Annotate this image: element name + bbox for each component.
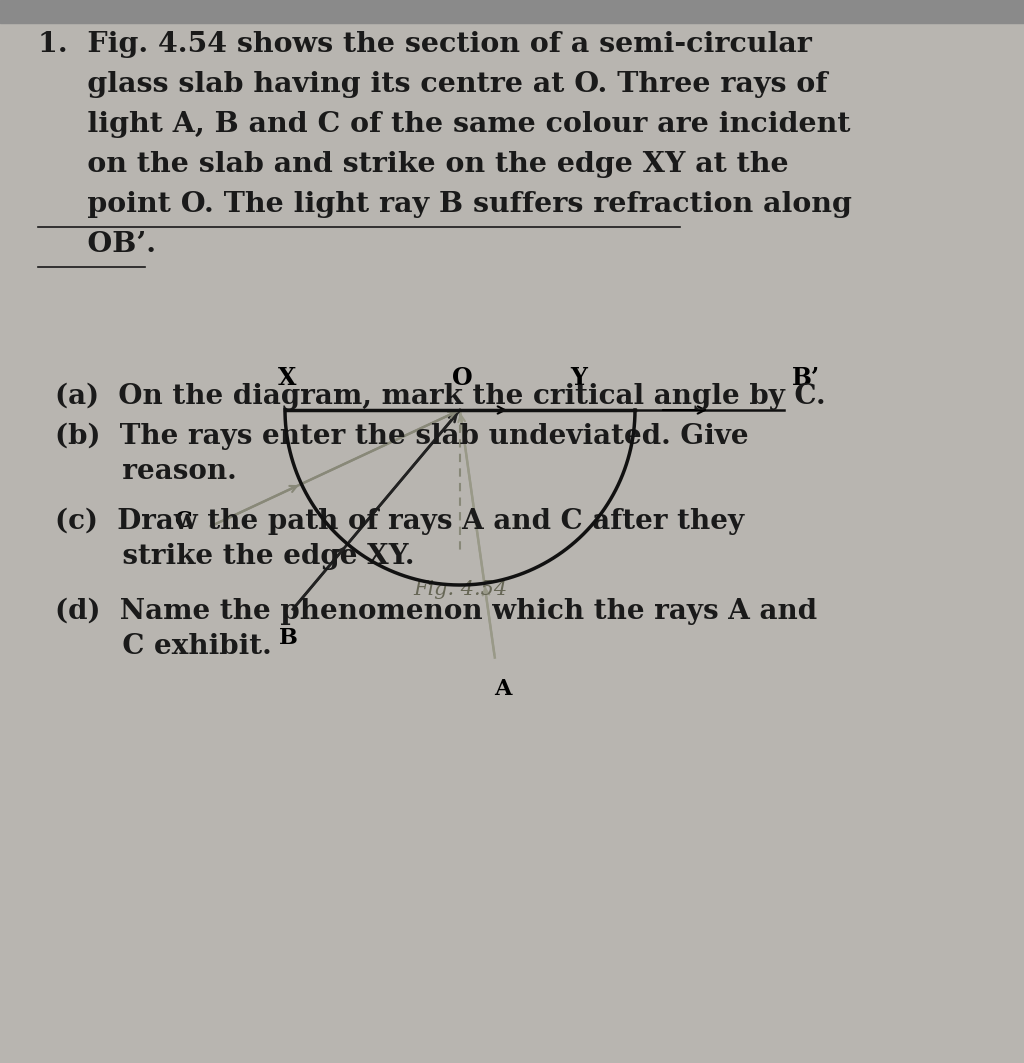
Text: C exhibit.: C exhibit. (55, 632, 271, 660)
Text: point O. The light ray B suffers refraction along: point O. The light ray B suffers refract… (38, 191, 852, 218)
Text: O: O (452, 366, 472, 390)
Text: B: B (279, 627, 297, 649)
Text: glass slab having its centre at O. Three rays of: glass slab having its centre at O. Three… (38, 71, 827, 98)
Text: (b)  The rays enter the slab undeviated. Give: (b) The rays enter the slab undeviated. … (55, 423, 749, 451)
Text: (a)  On the diagram, mark the critical angle by C.: (a) On the diagram, mark the critical an… (55, 383, 825, 410)
Text: C: C (174, 510, 191, 533)
Text: on the slab and strike on the edge XY at the: on the slab and strike on the edge XY at… (38, 151, 788, 178)
Text: 1.  Fig. 4.54 shows the section of a semi-circular: 1. Fig. 4.54 shows the section of a semi… (38, 31, 812, 58)
Text: reason.: reason. (55, 458, 237, 485)
Text: Fig. 4.54: Fig. 4.54 (413, 580, 507, 598)
Text: (d)  Name the phenomenon which the rays A and: (d) Name the phenomenon which the rays A… (55, 598, 817, 625)
Text: (c)  Draw the path of rays A and C after they: (c) Draw the path of rays A and C after … (55, 508, 744, 536)
Text: X: X (278, 366, 296, 390)
Text: B’: B’ (792, 366, 820, 390)
Text: strike the edge XY.: strike the edge XY. (55, 543, 415, 570)
Bar (0, 0, 1024, 23)
Text: Y: Y (570, 366, 588, 390)
Text: A: A (495, 677, 511, 699)
Text: light A, B and C of the same colour are incident: light A, B and C of the same colour are … (38, 111, 851, 138)
Text: OB’.: OB’. (38, 231, 156, 258)
